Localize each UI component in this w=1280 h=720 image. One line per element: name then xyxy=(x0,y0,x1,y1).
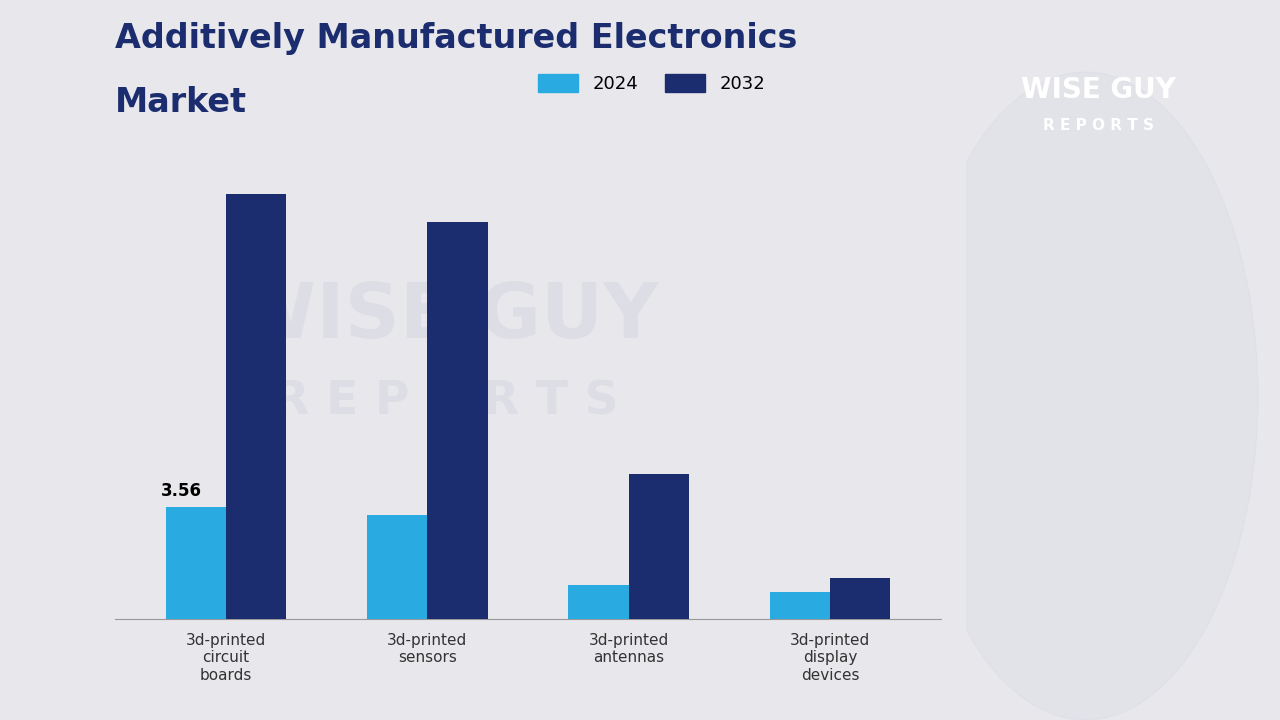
Text: WISE GUY: WISE GUY xyxy=(232,280,659,354)
Text: R E P O R T S: R E P O R T S xyxy=(273,380,618,425)
Text: WISE GUY: WISE GUY xyxy=(1020,76,1175,104)
Text: Market: Market xyxy=(115,86,247,120)
Bar xyxy=(367,516,428,619)
Bar xyxy=(769,593,829,619)
Bar xyxy=(568,585,628,619)
Legend: 2024, 2032: 2024, 2032 xyxy=(539,74,765,93)
Text: Additively Manufactured Electronics: Additively Manufactured Electronics xyxy=(115,22,797,55)
Bar xyxy=(165,507,227,619)
Text: 3.56: 3.56 xyxy=(161,482,202,500)
Bar xyxy=(829,578,891,619)
Text: R E P O R T S: R E P O R T S xyxy=(1043,119,1153,133)
Bar xyxy=(428,222,488,619)
Bar xyxy=(227,194,287,619)
Ellipse shape xyxy=(913,72,1258,720)
Bar xyxy=(628,474,689,619)
